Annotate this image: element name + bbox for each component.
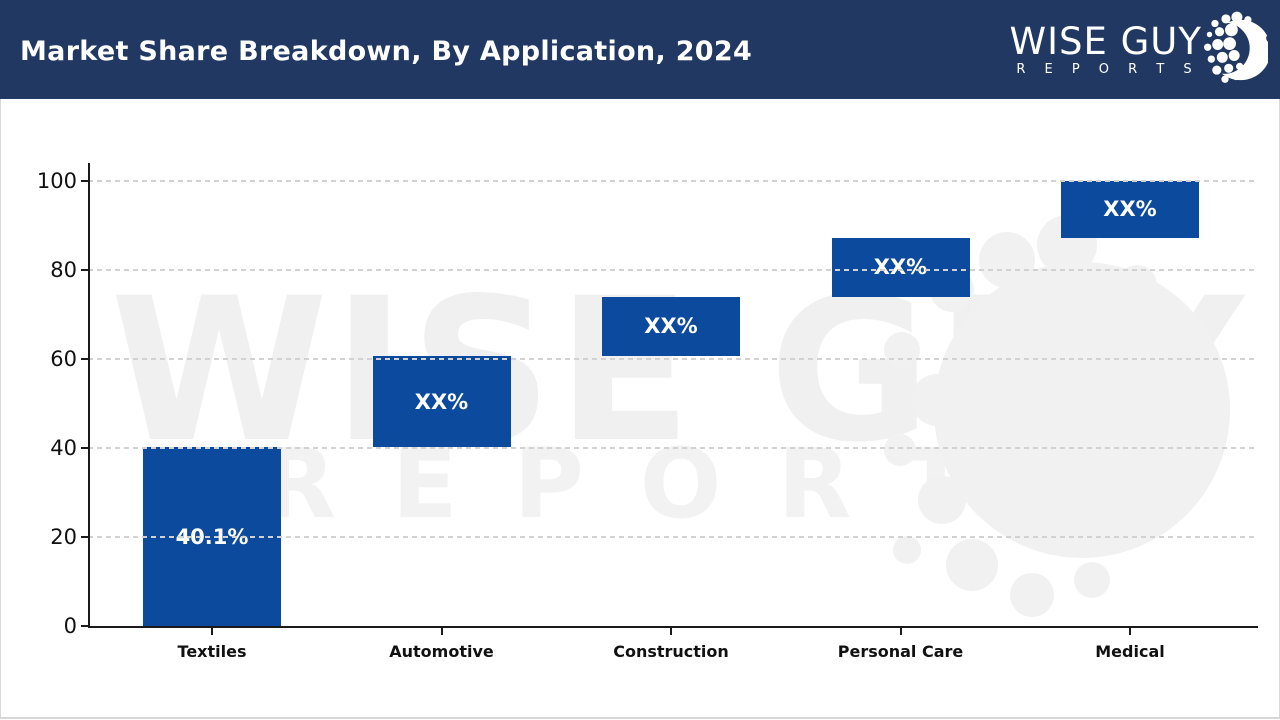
- bar-value-label: XX%: [873, 255, 928, 280]
- y-tick-mark: [81, 535, 88, 538]
- gridline-60: [88, 357, 1258, 360]
- x-tick-mark: [211, 628, 213, 635]
- logo-sub: R E P O R T S: [1016, 62, 1200, 78]
- y-tick-label: 80: [50, 257, 77, 282]
- gridline-80: [88, 268, 1258, 271]
- y-tick-mark: [81, 179, 88, 182]
- x-tick-label-textiles: Textiles: [177, 642, 247, 661]
- bar-value-label: XX%: [644, 314, 698, 339]
- logo-wordmark: WISE GUY: [1009, 19, 1202, 63]
- logo-text: WISE GUY R E P O R T S: [1009, 19, 1202, 78]
- x-tick-label-construction: Construction: [613, 642, 729, 661]
- y-tick-label: 100: [36, 168, 77, 193]
- gridline-40: [88, 446, 1258, 449]
- x-tick-label-medical: Medical: [1095, 642, 1165, 661]
- y-tick-mark: [81, 268, 88, 271]
- x-axis-line: [88, 626, 1258, 628]
- y-tick-mark: [81, 446, 88, 449]
- x-tick-label-automotive: Automotive: [389, 642, 494, 661]
- y-tick-label: 20: [50, 524, 77, 549]
- y-tick-mark: [81, 357, 88, 360]
- x-tick-mark: [670, 628, 672, 635]
- bar-medical: XX%: [1061, 180, 1199, 238]
- bar-value-label: XX%: [1103, 197, 1157, 222]
- page-title: Market Share Breakdown, By Application, …: [20, 36, 753, 67]
- watermark-head-icon: [884, 215, 1230, 617]
- bar-value-label: XX%: [414, 389, 469, 414]
- y-tick-label: 40: [50, 435, 77, 460]
- gridline-20: [88, 535, 1258, 538]
- bar-construction: XX%: [602, 296, 740, 357]
- x-tick-mark: [440, 628, 443, 635]
- y-axis-line: [88, 163, 90, 628]
- x-tick-label-personal-care: Personal Care: [837, 642, 964, 661]
- bar-automotive: XX%: [372, 356, 511, 448]
- gridline-100: [88, 179, 1258, 182]
- y-tick-label: 0: [63, 614, 77, 638]
- y-tick-label: 60: [50, 346, 77, 371]
- x-tick-mark: [1129, 628, 1131, 635]
- header: Market Share Breakdown, By Application, …: [0, 0, 1280, 99]
- bar-personal-care: XX%: [831, 237, 970, 297]
- logo: WISE GUY R E P O R T S: [1010, 8, 1268, 92]
- logo-head-icon: [1204, 11, 1268, 83]
- y-tick-mark: [81, 625, 88, 627]
- x-tick-mark: [899, 628, 902, 635]
